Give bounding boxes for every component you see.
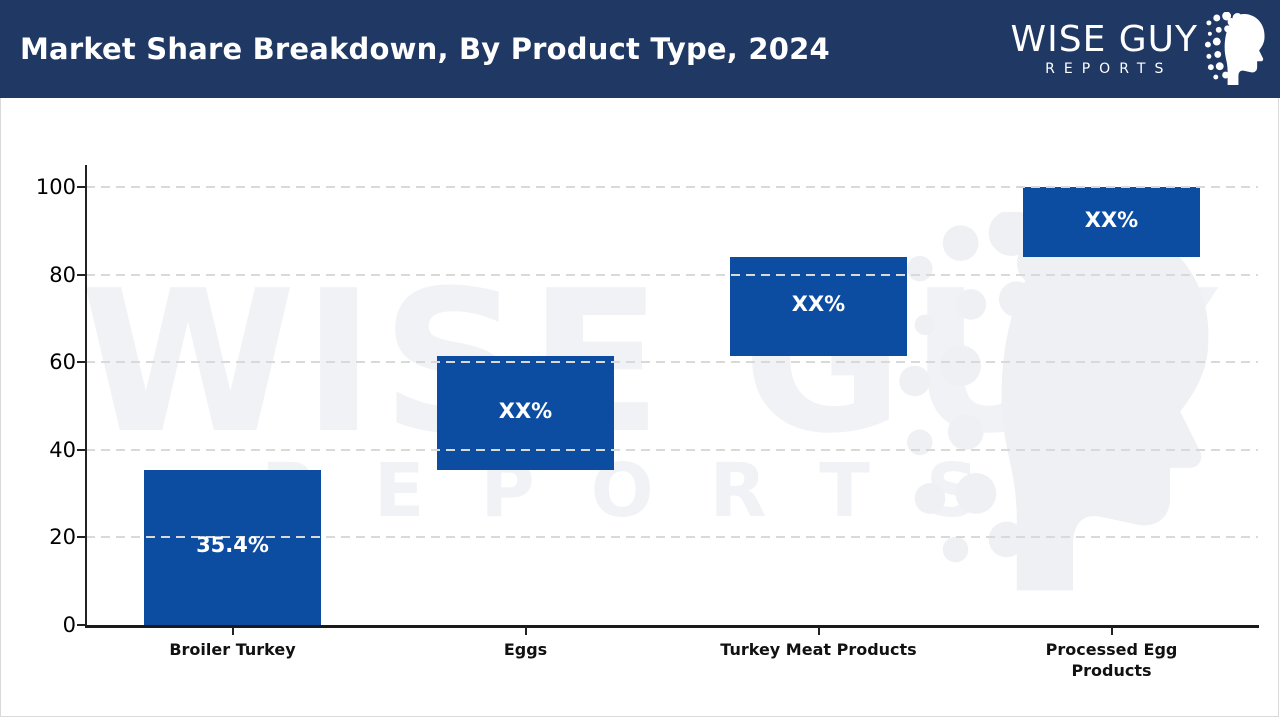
brand-logo-text: WISE GUY REPORTS	[1010, 19, 1199, 78]
bar	[437, 355, 614, 470]
bar-value-label: XX%	[1084, 208, 1139, 233]
bar-value-label: 35.4%	[196, 533, 269, 558]
brand-subtitle: REPORTS	[1045, 61, 1173, 77]
y-grid-line	[86, 273, 1258, 276]
y-tick-label: 80	[49, 262, 76, 287]
y-grid-line	[86, 361, 1258, 364]
x-axis-line	[85, 625, 1259, 628]
y-grid-line	[86, 536, 1258, 539]
x-tick-mark	[1110, 627, 1113, 635]
y-tick-mark	[77, 624, 85, 626]
x-axis-label: Eggs	[503, 640, 548, 659]
brand-name: WISE GUY	[1010, 19, 1198, 60]
x-axis-label: Turkey Meat Products	[720, 640, 917, 659]
y-tick-label: 100	[35, 175, 76, 199]
watermark-head-icon	[899, 212, 1209, 591]
y-grid-line	[86, 186, 1258, 188]
y-tick-mark	[77, 273, 85, 276]
x-tick-mark	[817, 627, 820, 635]
bar	[730, 257, 907, 356]
brand-logo: WISE GUY REPORTS	[1011, 12, 1280, 86]
x-tick-mark	[231, 627, 234, 635]
bar-value-label: XX%	[791, 292, 846, 317]
y-grid-line	[86, 448, 1258, 451]
bar	[144, 469, 321, 625]
x-axis-label: Broiler Turkey	[169, 640, 296, 659]
y-tick-label: 60	[49, 350, 76, 375]
x-tick-mark	[524, 627, 527, 635]
y-tick-mark	[77, 536, 85, 539]
y-tick-mark	[77, 186, 85, 188]
bar-value-label: XX%	[498, 398, 553, 423]
x-axis-label: Processed Egg Products	[1045, 640, 1178, 680]
y-tick-label: 20	[49, 525, 76, 550]
y-tick-label: 0	[62, 613, 76, 637]
header-bar: Market Share Breakdown, By Product Type,…	[0, 0, 1280, 98]
y-tick-mark	[77, 448, 85, 451]
y-axis-line	[85, 165, 87, 627]
y-tick-mark	[77, 361, 85, 364]
y-tick-label: 40	[49, 437, 76, 462]
chart-title: Market Share Breakdown, By Product Type,…	[20, 32, 830, 66]
